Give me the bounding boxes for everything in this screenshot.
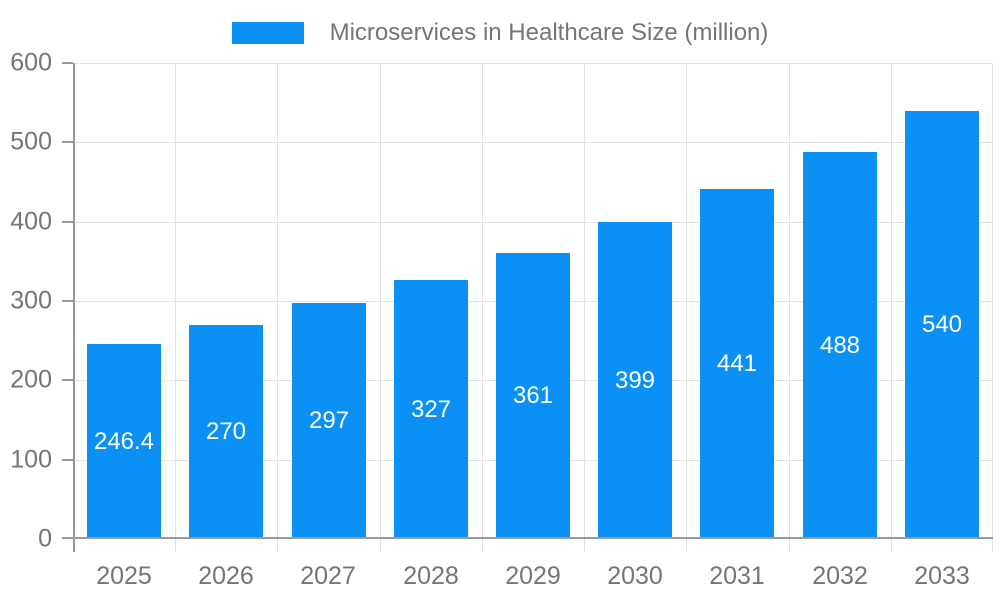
bar[interactable]: 540 <box>905 111 979 539</box>
gridline-v <box>175 63 176 552</box>
y-axis-label: 300 <box>10 286 52 315</box>
x-axis-label: 2025 <box>96 562 152 590</box>
bar-value-label: 297 <box>308 407 350 434</box>
x-axis-label: 2033 <box>914 562 970 590</box>
y-axis-label: 400 <box>10 207 52 236</box>
x-axis-label: 2031 <box>709 562 765 590</box>
y-axis-tick <box>62 62 73 64</box>
bar[interactable]: 399 <box>598 222 672 539</box>
y-axis-label: 0 <box>38 524 52 553</box>
bar-value-label: 246.4 <box>93 427 155 455</box>
bar-value-label: 270 <box>205 418 247 445</box>
gridline-h <box>73 63 993 64</box>
x-axis-baseline <box>73 537 993 539</box>
bar[interactable]: 327 <box>394 280 468 539</box>
gridline-v <box>686 63 687 552</box>
bar[interactable]: 488 <box>803 152 877 539</box>
y-axis-tick <box>62 141 73 143</box>
bar[interactable]: 246.4 <box>87 344 161 539</box>
bar[interactable]: 361 <box>496 253 570 539</box>
bar[interactable]: 270 <box>189 325 263 539</box>
x-axis-label: 2028 <box>403 562 459 590</box>
x-axis-label: 2029 <box>505 562 561 590</box>
y-axis-label: 600 <box>10 48 52 77</box>
legend-swatch <box>231 22 304 44</box>
gridline-v <box>482 63 483 552</box>
gridline-h <box>73 142 993 144</box>
gridline-v <box>789 63 790 552</box>
bar[interactable]: 297 <box>292 303 366 539</box>
bar-value-label: 327 <box>410 395 452 423</box>
bar-value-label: 399 <box>614 366 656 394</box>
x-axis-label: 2032 <box>812 562 868 590</box>
x-axis-labels: 2025 2026 2027 2028 2029 2030 2031 2032 2033 <box>73 559 993 593</box>
gridline-v <box>891 63 892 552</box>
y-axis-tick <box>62 459 73 461</box>
y-axis-tick <box>62 537 73 539</box>
bar-value-label: 488 <box>819 331 861 359</box>
gridline-h <box>73 221 993 223</box>
y-axis-label: 200 <box>10 365 52 394</box>
x-axis-label: 2026 <box>198 562 254 590</box>
gridline-v <box>584 63 585 552</box>
y-axis-line <box>73 63 75 552</box>
bar-value-label: 361 <box>512 382 554 409</box>
y-axis-tick <box>62 221 73 223</box>
legend-label: Microservices in Healthcare Size (millio… <box>329 19 769 46</box>
bar[interactable]: 441 <box>700 189 774 539</box>
gridline-v <box>992 63 993 552</box>
y-axis-label: 100 <box>10 445 52 474</box>
x-axis-label: 2030 <box>607 562 663 590</box>
bar-value-label: 540 <box>921 311 963 338</box>
bar-value-label: 441 <box>716 350 758 377</box>
gridline-v <box>277 63 278 552</box>
y-axis-tick <box>62 379 73 381</box>
gridline-v <box>380 63 381 552</box>
legend[interactable]: Microservices in Healthcare Size (millio… <box>0 19 1000 46</box>
y-axis-labels: 0 100 200 300 400 500 600 <box>0 49 52 553</box>
plot-area: 246.4 270 297 327 361 399 441 488 540 <box>62 62 993 552</box>
y-axis-tick <box>62 300 73 302</box>
x-axis-label: 2027 <box>300 562 356 590</box>
y-axis-label: 500 <box>10 127 52 156</box>
